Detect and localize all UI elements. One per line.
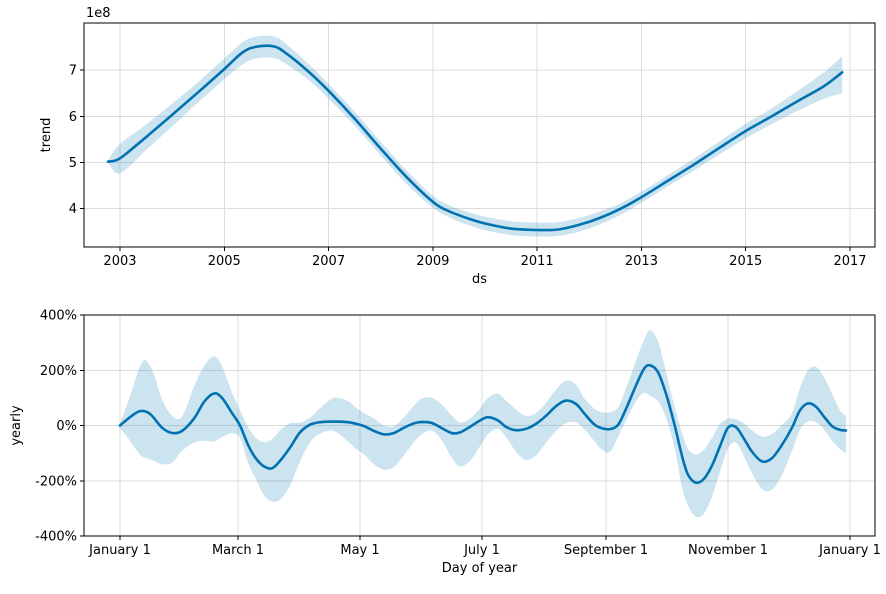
yearly-xlabel: Day of year xyxy=(442,561,518,576)
y-tick-label: 5 xyxy=(69,156,77,171)
y-tick-label: -400% xyxy=(35,530,77,545)
x-tick-label: November 1 xyxy=(688,543,768,558)
x-tick-label: January 1 xyxy=(818,543,881,558)
y-tick-label: 400% xyxy=(40,309,77,324)
y-tick-label: -200% xyxy=(35,474,77,489)
x-tick-label: 2005 xyxy=(208,254,241,269)
y-tick-label: 4 xyxy=(69,202,77,217)
y-axis-offset-text: 1e8 xyxy=(86,6,111,21)
x-tick-label: 2009 xyxy=(416,254,449,269)
x-tick-label: 2017 xyxy=(833,254,866,269)
yearly-uncertainty-band xyxy=(120,330,846,518)
yearly-ylabel: yearly xyxy=(9,405,24,446)
x-tick-label: 2015 xyxy=(729,254,762,269)
x-tick-label: 2007 xyxy=(312,254,345,269)
x-tick-label: March 1 xyxy=(212,543,264,558)
axes-spines xyxy=(83,22,876,248)
x-tick-label: July 1 xyxy=(463,543,500,558)
trend-xlabel: ds xyxy=(472,272,487,287)
y-tick-label: 0% xyxy=(56,419,77,434)
trend-line xyxy=(106,44,844,232)
trend-ylabel: trend xyxy=(39,118,54,153)
y-tick-label: 200% xyxy=(40,364,77,379)
yearly-chart: January 1 March 1 May 1 July 1 September 1 No… xyxy=(9,309,881,577)
x-tick-label: May 1 xyxy=(340,543,379,558)
x-tick-label: 2011 xyxy=(521,254,554,269)
x-tick-label: 2013 xyxy=(625,254,658,269)
x-tick-label: 2003 xyxy=(103,254,136,269)
x-tick-label: January 1 xyxy=(88,543,151,558)
yearly-line xyxy=(118,363,848,485)
trend-chart: 2003 2005 2007 2009 2011 2013 2015 2017 4 5 6 7 1e8 d… xyxy=(39,6,876,287)
y-tick-label: 7 xyxy=(69,64,77,79)
y-tick-label: 6 xyxy=(69,110,77,125)
x-tick-label: September 1 xyxy=(564,543,648,558)
